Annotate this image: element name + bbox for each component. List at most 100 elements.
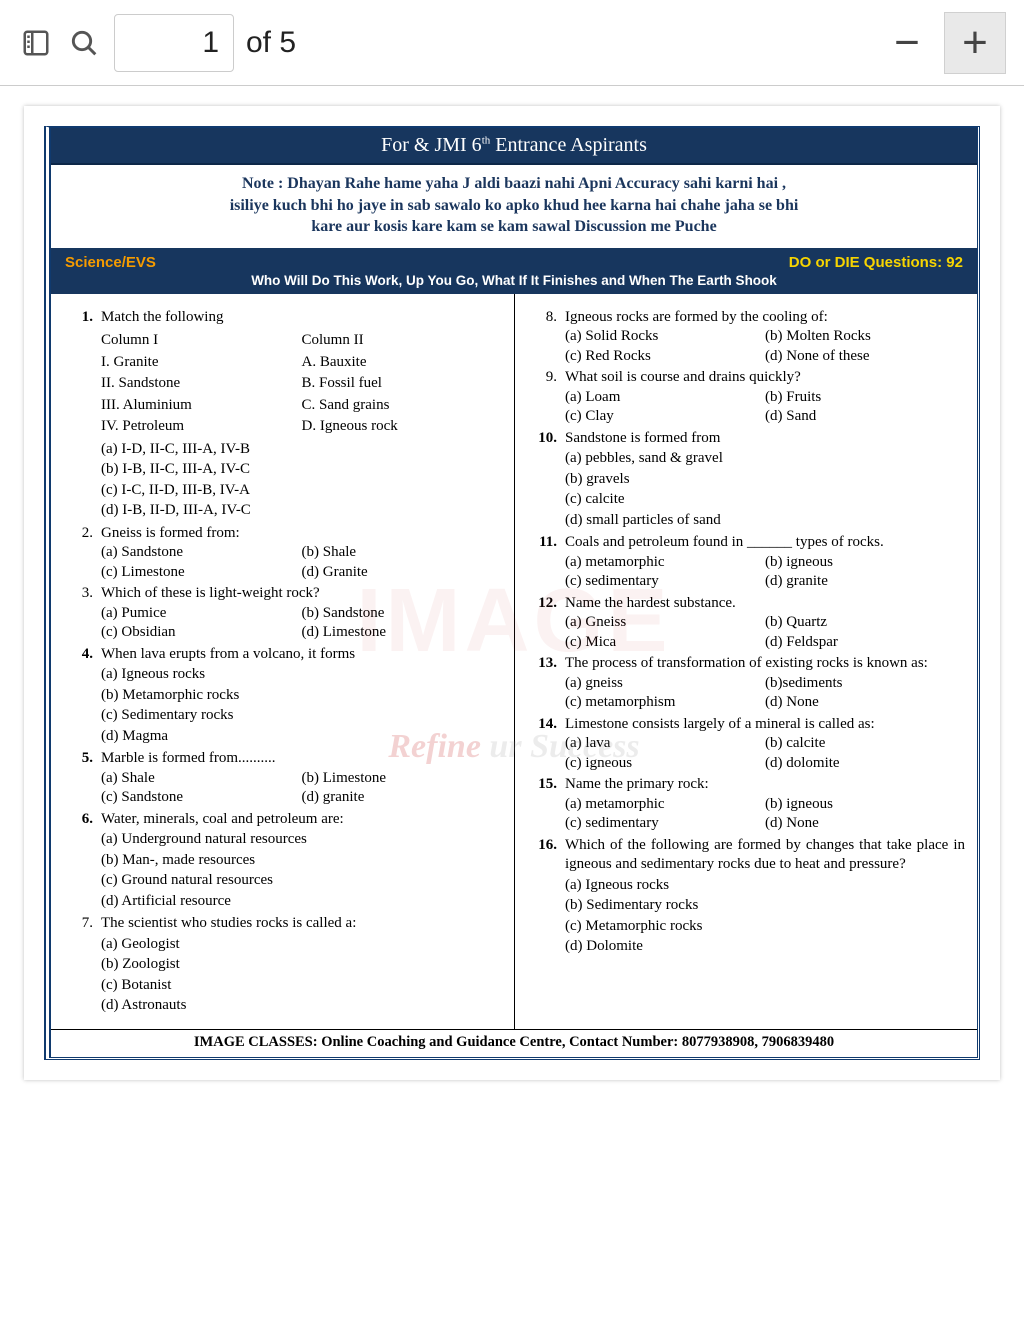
sidebar-toggle-icon[interactable] <box>18 25 54 61</box>
option: (d) Dolomite <box>565 937 965 957</box>
question-4: 4. When lava erupts from a volcano, it f… <box>69 645 502 748</box>
option: (c) Obsidian <box>101 623 302 643</box>
q-num: 1. <box>69 308 93 522</box>
page-container: For & JMI 6th Entrance Aspirants Note : … <box>24 106 1000 1080</box>
option: (c) Ground natural resources <box>101 871 502 891</box>
question-6: 6. Water, minerals, coal and petroleum a… <box>69 810 502 913</box>
question-15: 15. Name the primary rock: (a) metamorph… <box>533 775 965 834</box>
document-page: For & JMI 6th Entrance Aspirants Note : … <box>44 126 980 1060</box>
questions-content: IMAGE Refine ur Success 1. Match the fol… <box>51 294 977 1029</box>
match-row: A. Bauxite <box>302 353 503 373</box>
zoom-out-button[interactable]: − <box>882 18 932 68</box>
option: (b) Quartz <box>765 613 965 633</box>
banner-suffix: Entrance Aspirants <box>490 134 647 156</box>
question-9: 9. What soil is course and drains quickl… <box>533 368 965 427</box>
search-icon[interactable] <box>66 25 102 61</box>
q-text: Match the following <box>101 308 502 328</box>
page-total-label: of 5 <box>246 26 296 60</box>
question-11: 11. Coals and petroleum found in ______ … <box>533 533 965 592</box>
q-text: The process of transformation of existin… <box>565 654 965 674</box>
page-number-input[interactable] <box>114 14 234 72</box>
option: (c) Mica <box>565 633 765 653</box>
match-row: B. Fossil fuel <box>302 374 503 394</box>
option: (a) metamorphic <box>565 795 765 815</box>
question-1: 1. Match the following Column I I. Grani… <box>69 308 502 522</box>
option: (c) Limestone <box>101 563 302 583</box>
q-num: 15. <box>533 775 557 834</box>
zoom-in-button[interactable]: + <box>944 12 1006 74</box>
option: (b) Zoologist <box>101 955 502 975</box>
question-12: 12. Name the hardest substance. (a) Gnei… <box>533 594 965 653</box>
q-text: Coals and petroleum found in ______ type… <box>565 533 965 553</box>
subject-label: Science/EVS <box>65 254 156 271</box>
option: (b) I-B, II-C, III-A, IV-C <box>101 460 502 480</box>
option: (a) lava <box>565 734 765 754</box>
option: (c) calcite <box>565 490 965 510</box>
question-8: 8. Igneous rocks are formed by the cooli… <box>533 308 965 367</box>
q-text: Water, minerals, coal and petroleum are: <box>101 810 502 830</box>
option: (b) igneous <box>765 795 965 815</box>
option: (b) gravels <box>565 470 965 490</box>
question-count-label: DO or DIE Questions: 92 <box>789 254 963 271</box>
q-num: 8. <box>533 308 557 367</box>
match-row: C. Sand grains <box>302 396 503 416</box>
option: (d) None <box>765 814 965 834</box>
option: (d) Artificial resource <box>101 892 502 912</box>
option: (b) Sandstone <box>302 604 503 624</box>
option: (a) Igneous rocks <box>101 665 502 685</box>
question-2: 2. Gneiss is formed from: (a) Sandstone(… <box>69 524 502 583</box>
q-text: Which of these is light-weight rock? <box>101 584 502 604</box>
match-columns: Column I I. Granite II. Sandstone III. A… <box>101 329 502 439</box>
option: (a) Gneiss <box>565 613 765 633</box>
q-text: Sandstone is formed from <box>565 429 965 449</box>
q-num: 4. <box>69 645 93 748</box>
option: (a) gneiss <box>565 674 765 694</box>
option: (d) Magma <box>101 727 502 747</box>
option: (a) Sandstone <box>101 543 302 563</box>
option: (a) I-D, II-C, III-A, IV-B <box>101 440 502 460</box>
option: (b) Metamorphic rocks <box>101 686 502 706</box>
option: (c) Red Rocks <box>565 347 765 367</box>
option: (b) Molten Rocks <box>765 327 965 347</box>
option: (c) sedimentary <box>565 572 765 592</box>
option: (a) Igneous rocks <box>565 876 965 896</box>
option: (c) I-C, II-D, III-B, IV-A <box>101 481 502 501</box>
option: (a) Loam <box>565 388 765 408</box>
option: (a) Shale <box>101 769 302 789</box>
q-num: 7. <box>69 914 93 1017</box>
option: (d) None <box>765 693 965 713</box>
option: (d) Granite <box>302 563 503 583</box>
q-text: When lava erupts from a volcano, it form… <box>101 645 502 665</box>
match-row: II. Sandstone <box>101 374 302 394</box>
q-text: Gneiss is formed from: <box>101 524 502 544</box>
pdf-viewer: For & JMI 6th Entrance Aspirants Note : … <box>0 86 1024 1120</box>
option: (a) Underground natural resources <box>101 830 502 850</box>
option: (d) I-B, II-D, III-A, IV-C <box>101 501 502 521</box>
option: (c) Clay <box>565 407 765 427</box>
question-10: 10. Sandstone is formed from (a) pebbles… <box>533 429 965 532</box>
option: (c) Sedimentary rocks <box>101 706 502 726</box>
question-5: 5. Marble is formed from.......... (a) S… <box>69 749 502 808</box>
option: (d) Sand <box>765 407 965 427</box>
match-row: IV. Petroleum <box>101 417 302 437</box>
q-text: Limestone consists largely of a mineral … <box>565 715 965 735</box>
q-text: Marble is formed from.......... <box>101 749 502 769</box>
option: (c) Botanist <box>101 976 502 996</box>
col2-head: Column II <box>302 331 503 351</box>
banner-prefix: For & JMI 6 <box>381 134 482 156</box>
option: (c) Sandstone <box>101 788 302 808</box>
subject-banner: Science/EVS DO or DIE Questions: 92 Who … <box>51 250 977 294</box>
option: (c) Metamorphic rocks <box>565 917 965 937</box>
right-column: 8. Igneous rocks are formed by the cooli… <box>514 294 977 1029</box>
option: (b) Fruits <box>765 388 965 408</box>
pdf-toolbar: of 5 − + <box>0 0 1024 86</box>
q-num: 9. <box>533 368 557 427</box>
question-7: 7. The scientist who studies rocks is ca… <box>69 914 502 1017</box>
option: (b) igneous <box>765 553 965 573</box>
left-column: 1. Match the following Column I I. Grani… <box>51 294 514 1029</box>
option: (b) Limestone <box>302 769 503 789</box>
option: (b) Sedimentary rocks <box>565 896 965 916</box>
q-text: The scientist who studies rocks is calle… <box>101 914 502 934</box>
option: (c) igneous <box>565 754 765 774</box>
title-banner: For & JMI 6th Entrance Aspirants <box>51 128 977 165</box>
